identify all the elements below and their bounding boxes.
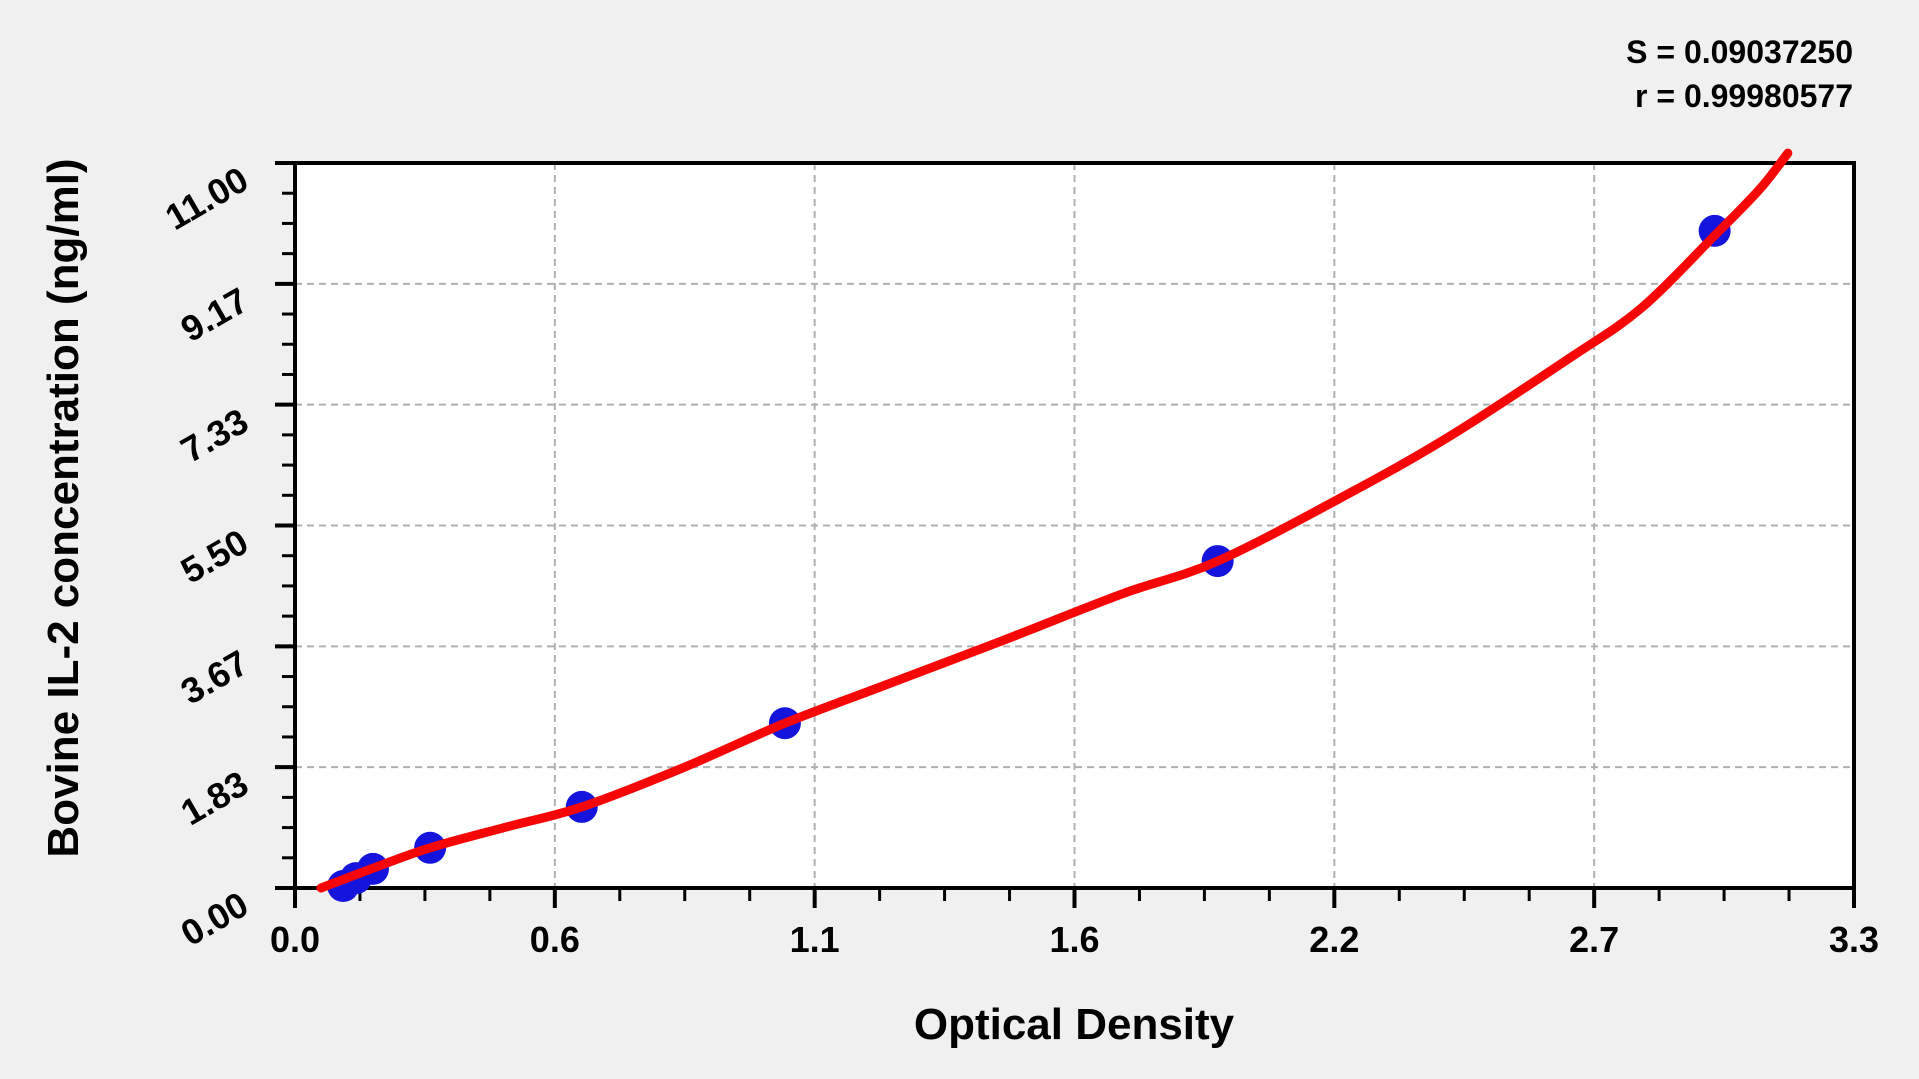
x-tick-label: 1.1 <box>790 919 840 960</box>
y-tick-label: 3.67 <box>174 642 255 713</box>
x-tick-label: 0.0 <box>270 919 320 960</box>
x-tick-label: 2.2 <box>1309 919 1359 960</box>
x-tick-label: 3.3 <box>1829 919 1879 960</box>
y-tick-label: 5.50 <box>174 521 255 592</box>
r-value: r = 0.99980577 <box>1635 78 1853 114</box>
y-tick-label: 7.33 <box>174 400 255 471</box>
x-tick-label: 1.6 <box>1049 919 1099 960</box>
y-tick-label: 1.83 <box>174 763 255 834</box>
fit-statistics: S = 0.09037250 r = 0.99980577 <box>1626 30 1853 118</box>
y-tick-label: 9.17 <box>174 279 255 350</box>
y-tick-label: 11.00 <box>158 158 255 238</box>
x-axis-title: Optical Density <box>913 1000 1235 1049</box>
x-tick-label: 2.7 <box>1569 919 1619 960</box>
s-value: S = 0.09037250 <box>1626 34 1853 70</box>
y-tick-label: 0.00 <box>174 883 255 954</box>
x-tick-label: 0.6 <box>530 919 580 960</box>
y-axis-title: Bovine IL-2 concentration (ng/ml) <box>39 158 88 858</box>
fitted-curve <box>316 148 1793 893</box>
